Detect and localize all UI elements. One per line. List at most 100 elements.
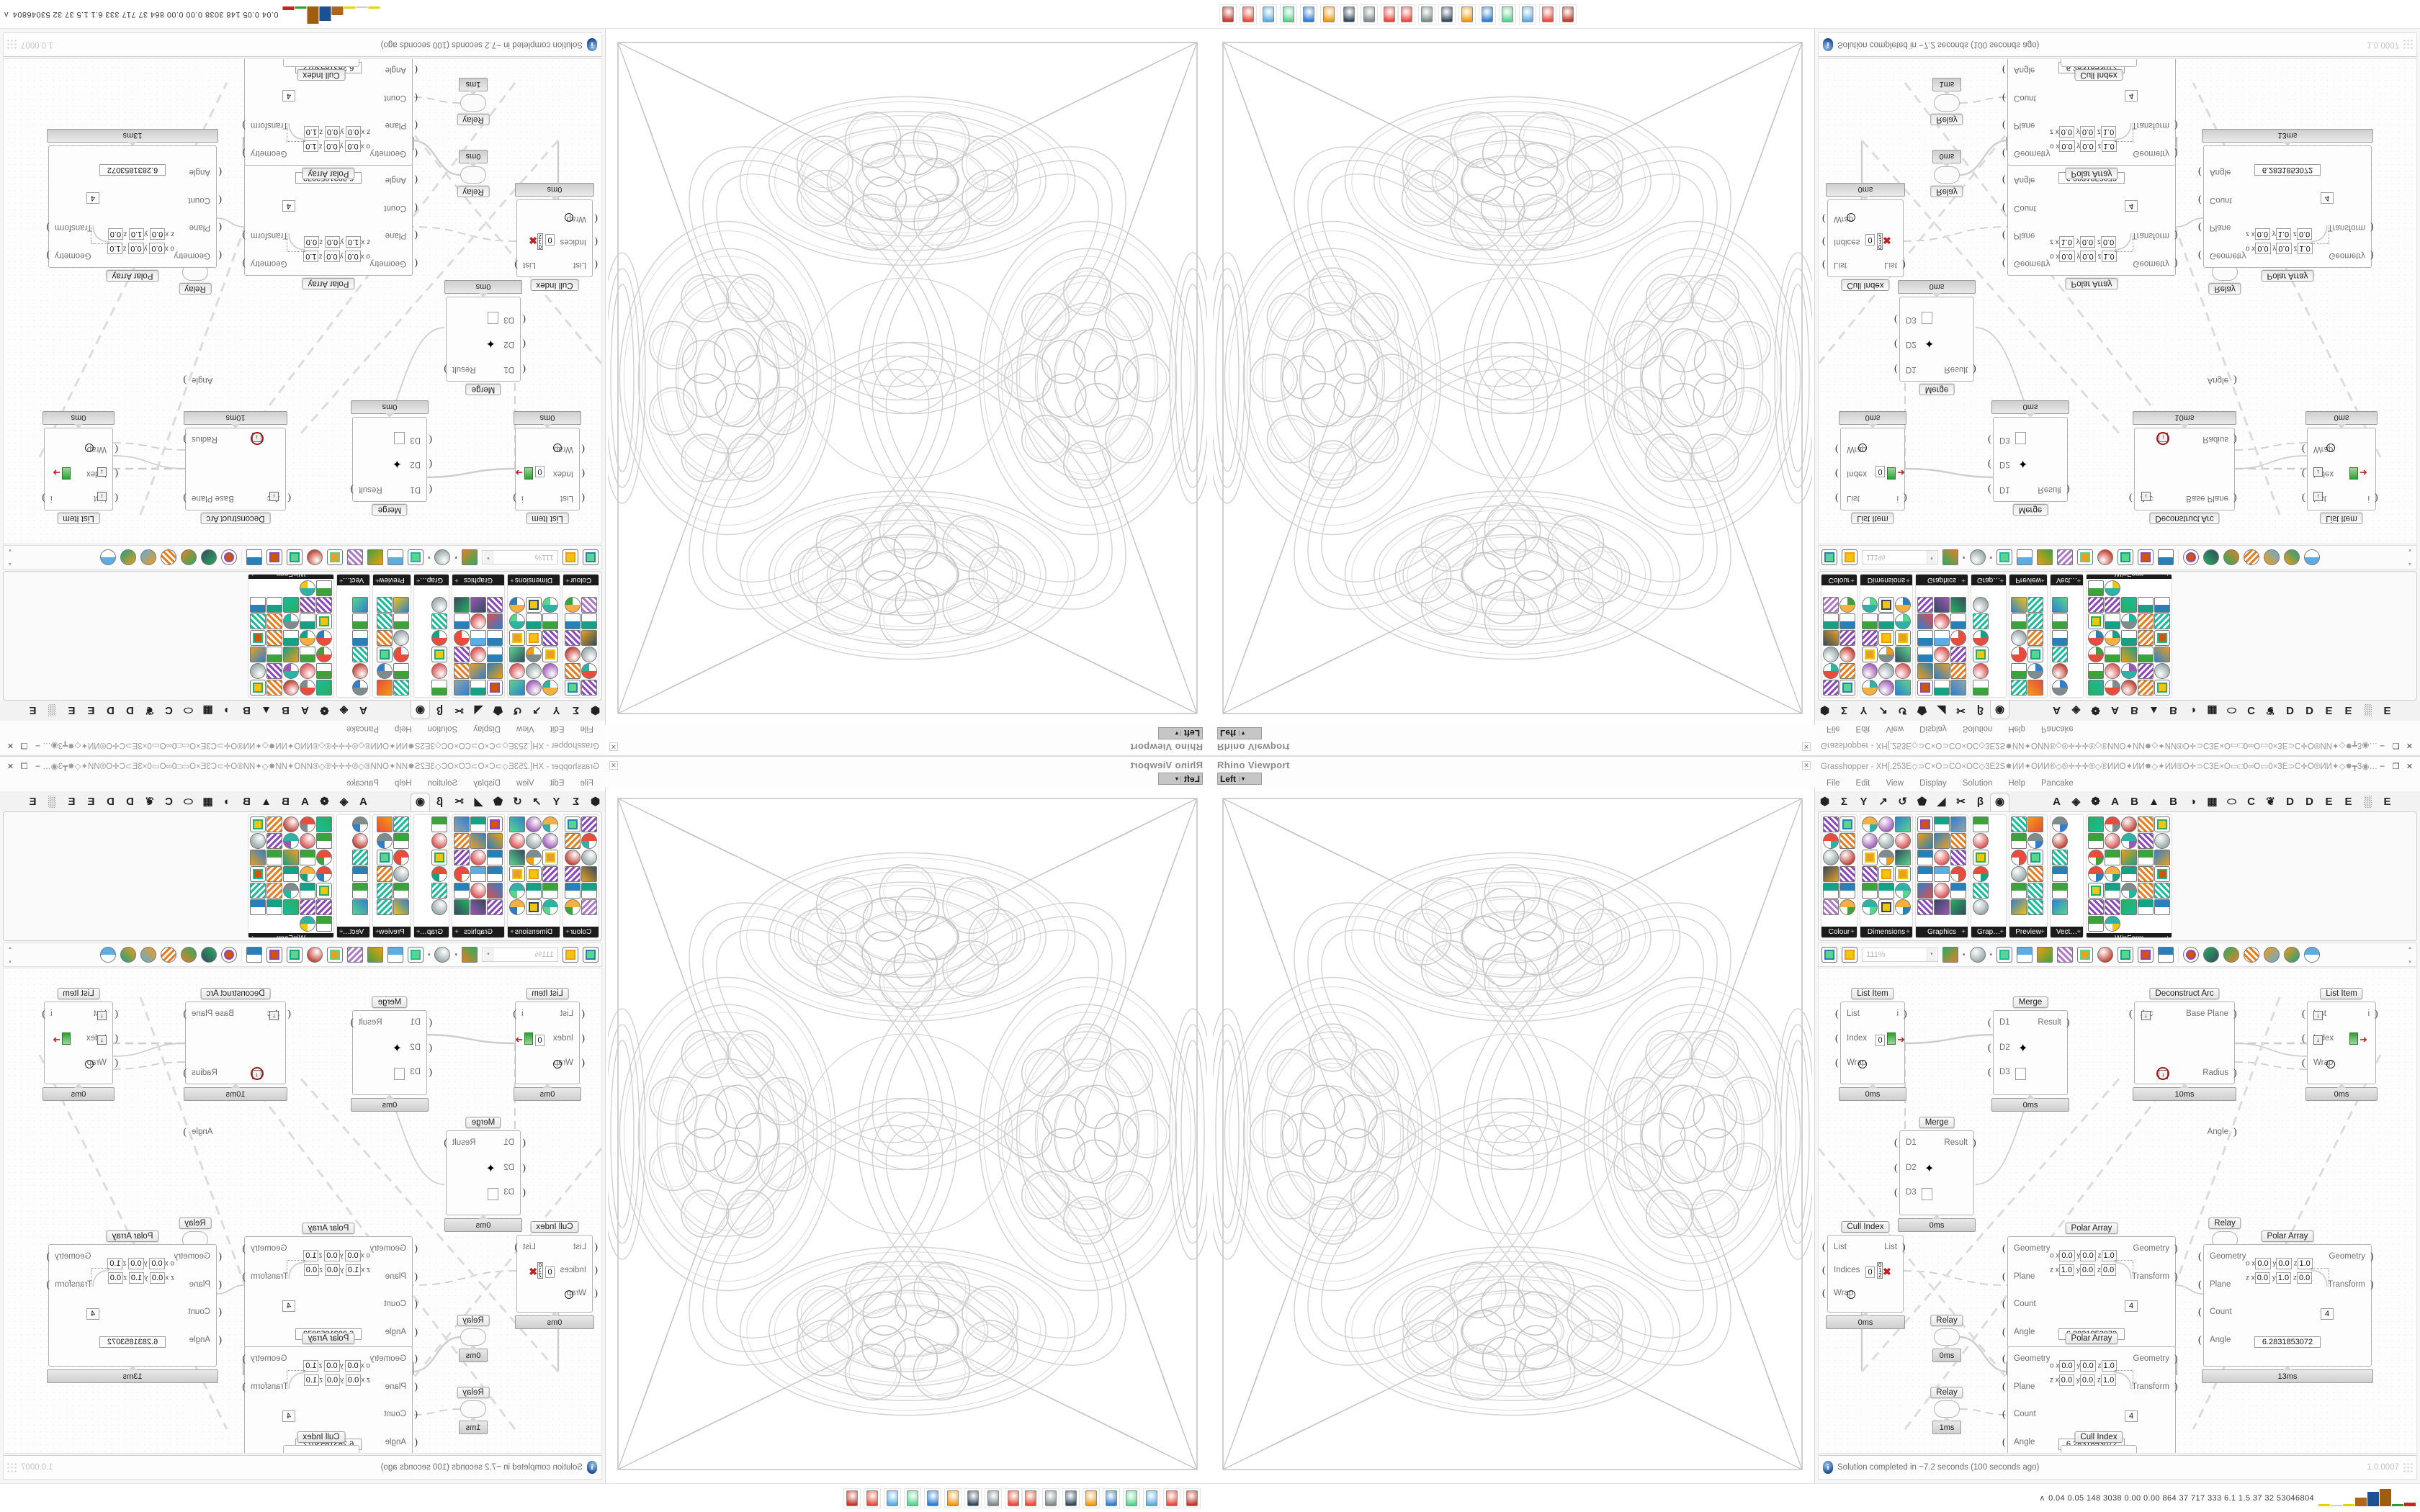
- dim-line-icon[interactable]: [542, 899, 558, 915]
- plane-ox[interactable]: 0.0: [345, 1250, 361, 1261]
- columns-icon[interactable]: [2088, 883, 2105, 899]
- capsule-icon[interactable]: [1934, 833, 1950, 849]
- canvas-toolbar[interactable]: 111% ▾ ▾ ▾ ▴ ▾: [1818, 545, 2417, 570]
- switch-icon[interactable]: [2138, 613, 2154, 629]
- input-grip[interactable]: (: [2002, 230, 2006, 241]
- progress-v-icon[interactable]: [249, 883, 266, 899]
- ribbon-tab-strip[interactable]: ⬢ Σ Y ↗ ↺ ⬟ ◢ ✂ β ◉ A ◈ ❁ A B ▲ B ◑ ▦ ⬭ C ❦ D D E E ░ E: [1815, 791, 2420, 811]
- toggle-icon[interactable]: [2138, 630, 2154, 646]
- input-grip[interactable]: (: [1988, 1017, 1991, 1028]
- plane-oz[interactable]: 1.0: [303, 251, 319, 262]
- matrix-icon[interactable]: [282, 899, 299, 915]
- tab-c2[interactable]: C: [2247, 795, 2255, 808]
- tab-mesh[interactable]: ◢: [1937, 704, 1946, 717]
- dim-angular-icon[interactable]: [1895, 680, 1911, 696]
- slider-icon[interactable]: [282, 663, 299, 679]
- dot-icon[interactable]: [1950, 899, 1966, 915]
- input-grip[interactable]: (: [2002, 1299, 2006, 1310]
- taskbar-item[interactable]: [1103, 1488, 1121, 1508]
- input-grip[interactable]: (: [429, 1042, 432, 1053]
- output-grip[interactable]: ): [2233, 1127, 2237, 1138]
- relay-body[interactable]: [1934, 94, 1960, 112]
- tab-sets[interactable]: Y: [1860, 704, 1868, 717]
- colour-picker-icon[interactable]: [1839, 597, 1855, 613]
- wrap-toggle[interactable]: [1847, 1289, 1855, 1302]
- panel-green-icon[interactable]: [299, 597, 315, 613]
- tab-a1[interactable]: A: [2053, 795, 2061, 808]
- dim-linear-icon[interactable]: [526, 816, 542, 832]
- zoom-level-field[interactable]: 111% ▾: [482, 948, 558, 962]
- checkbox-icon[interactable]: [2121, 850, 2138, 865]
- output-grip[interactable]: ): [444, 364, 447, 374]
- curve-flow-icon[interactable]: [352, 883, 369, 899]
- colour-sphere-icon[interactable]: [1823, 883, 1839, 899]
- tab-a1[interactable]: A: [359, 704, 367, 717]
- tree-icon[interactable]: [2027, 899, 2044, 915]
- plane-oy[interactable]: 0.0: [324, 140, 340, 152]
- colour-wheel-icon[interactable]: [1823, 680, 1839, 696]
- input-grip[interactable]: (: [2002, 1381, 2006, 1392]
- input-grip[interactable]: (: [1894, 1138, 1898, 1148]
- plane-zx[interactable]: 0.0: [149, 1272, 166, 1284]
- input-grip[interactable]: (: [2002, 1271, 2006, 1282]
- taskbar-item[interactable]: [1340, 4, 1358, 24]
- output-grip[interactable]: ): [2375, 492, 2378, 503]
- input-grip[interactable]: (: [414, 148, 418, 158]
- blur-ellipse-icon[interactable]: [487, 850, 503, 865]
- output-grip[interactable]: ): [2370, 250, 2374, 261]
- colour-grid-icon[interactable]: [1823, 630, 1839, 646]
- window-controls[interactable]: – ❐ ✕: [2378, 762, 2414, 771]
- relay-body[interactable]: [1934, 1400, 1960, 1418]
- input-grip[interactable]: (: [2002, 202, 2006, 213]
- dim-hatch-icon[interactable]: [1862, 850, 1878, 865]
- input-grip[interactable]: (: [2302, 492, 2305, 503]
- plane-zz[interactable]: 0.0: [2296, 1272, 2313, 1284]
- dim-triangle-icon[interactable]: [1878, 630, 1894, 646]
- info-icon[interactable]: i: [587, 38, 597, 51]
- input-grip[interactable]: (: [2198, 222, 2202, 233]
- tab-b3[interactable]: B: [243, 795, 251, 808]
- shade-amber-icon[interactable]: [2284, 947, 2300, 963]
- sphere-grey-icon[interactable]: [1917, 816, 1933, 832]
- plane-zy[interactable]: 0.0: [2079, 236, 2096, 248]
- window-controls[interactable]: – ❐ ✕: [2378, 742, 2414, 751]
- shade-amber-icon[interactable]: [120, 947, 136, 963]
- tab-e4[interactable]: E: [2383, 795, 2391, 808]
- close-icon[interactable]: ✕: [609, 761, 618, 770]
- taskbar-item[interactable]: [1083, 1488, 1101, 1508]
- taskbar-item[interactable]: [1380, 4, 1398, 24]
- search-icon[interactable]: [2097, 947, 2114, 963]
- caret-2[interactable]: ▾: [1989, 953, 1993, 958]
- tab-c1[interactable]: ⬭: [184, 795, 193, 808]
- tab-c2[interactable]: C: [165, 704, 173, 717]
- input-grip[interactable]: (: [2002, 1436, 2006, 1448]
- taskbar-item[interactable]: [904, 1488, 922, 1508]
- tab-params[interactable]: ⬢: [1819, 795, 1830, 808]
- tab-b4[interactable]: ◑: [223, 704, 231, 717]
- d3-empty-field[interactable]: [488, 311, 498, 324]
- list-green-icon[interactable]: [266, 647, 282, 662]
- index-arrow-icon[interactable]: ↓: [97, 1034, 107, 1047]
- taskbar-item[interactable]: [1005, 1488, 1023, 1508]
- tab-b2[interactable]: ▲: [2148, 795, 2159, 808]
- wrap-toggle[interactable]: [85, 441, 94, 454]
- plane-zy[interactable]: 1.0: [2275, 1272, 2292, 1284]
- index-3421-icon[interactable]: [352, 816, 369, 832]
- tab-b3[interactable]: B: [243, 704, 251, 717]
- shade-white-icon[interactable]: [200, 549, 217, 565]
- checkbox-icon[interactable]: [282, 850, 299, 865]
- halfdisc-icon[interactable]: [1950, 613, 1966, 629]
- dim-angular-icon[interactable]: [509, 816, 525, 832]
- angle-field[interactable]: 6.2831853072: [2254, 1336, 2321, 1349]
- plane-zz[interactable]: 1.0: [303, 1374, 320, 1386]
- output-grip[interactable]: ): [2233, 433, 2237, 444]
- tab-transform[interactable]: β: [436, 795, 444, 808]
- gha-icon[interactable]: [2057, 947, 2074, 963]
- input-grip[interactable]: (: [522, 313, 526, 325]
- gradient-bar-icon[interactable]: [431, 833, 447, 849]
- output-grip[interactable]: ): [242, 258, 246, 269]
- grid-green-icon[interactable]: [249, 663, 266, 679]
- output-grip[interactable]: ): [513, 1009, 516, 1020]
